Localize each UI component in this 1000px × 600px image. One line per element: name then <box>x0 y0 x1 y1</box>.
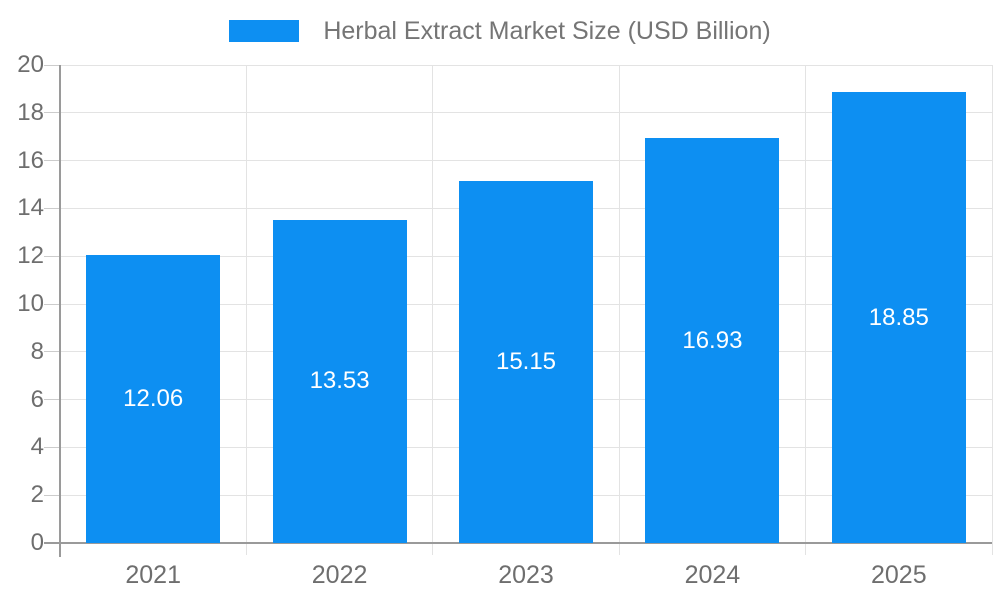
x-tick-label: 2025 <box>870 561 927 589</box>
bar-2021 <box>86 254 221 543</box>
y-tick-label: 6 <box>30 385 44 413</box>
legend-item[interactable]: Herbal Extract Market Size (USD Billion) <box>229 17 771 45</box>
y-tick <box>44 112 60 114</box>
y-tick <box>44 303 60 305</box>
x-tick-label: 2021 <box>125 561 181 589</box>
bar-2025 <box>831 92 966 543</box>
x-tick-label: 2022 <box>311 561 368 589</box>
y-tick-label: 14 <box>17 194 44 222</box>
y-tick <box>44 542 60 544</box>
bar-value-label: 13.53 <box>309 367 370 395</box>
y-tick-label: 4 <box>30 433 44 461</box>
y-tick <box>44 446 60 448</box>
bar-value-label: 12.06 <box>123 384 184 412</box>
x-tick-label: 2023 <box>498 561 554 589</box>
y-tick <box>44 351 60 353</box>
y-tick-label: 16 <box>17 146 44 174</box>
y-tick <box>44 207 60 209</box>
y-tick-label: 20 <box>17 51 44 78</box>
y-tick-label: 10 <box>17 290 44 317</box>
y-tick-label: 12 <box>17 242 44 270</box>
y-tick-label: 8 <box>30 337 44 365</box>
y-tick <box>44 399 60 401</box>
y-tick <box>44 160 60 162</box>
bar-value-label: 18.85 <box>868 303 929 331</box>
y-tick-label: 0 <box>30 529 44 556</box>
legend-swatch-icon <box>229 20 300 42</box>
y-tick-label: 2 <box>30 481 44 509</box>
bar-2022 <box>272 219 407 543</box>
legend: Herbal Extract Market Size (USD Billion) <box>0 17 1000 45</box>
y-tick <box>44 494 60 496</box>
y-tick <box>44 255 60 257</box>
bar-value-label: 16.93 <box>682 326 743 354</box>
y-tick <box>44 64 60 66</box>
bar-2023 <box>459 180 593 543</box>
bar-2024 <box>645 138 780 543</box>
bar-value-label: 15.15 <box>495 347 557 375</box>
legend-label: Herbal Extract Market Size (USD Billion) <box>323 17 771 45</box>
y-tick-label: 18 <box>17 98 44 126</box>
x-tick-label: 2024 <box>684 561 741 589</box>
